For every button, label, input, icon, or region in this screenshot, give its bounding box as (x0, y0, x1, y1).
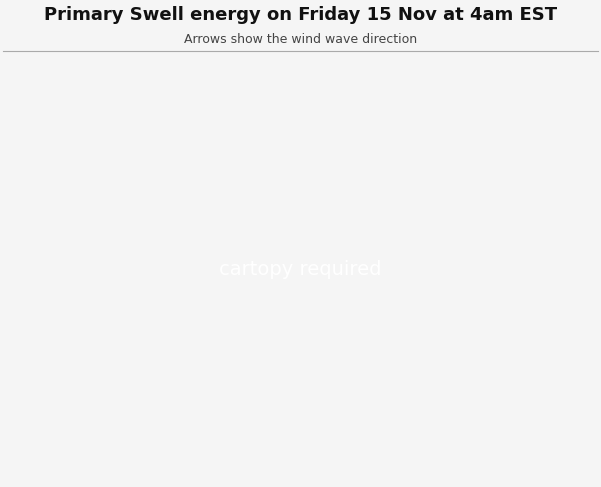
Text: Arrows show the wind wave direction: Arrows show the wind wave direction (184, 34, 417, 46)
Text: Primary Swell energy on Friday 15 Nov at 4am EST: Primary Swell energy on Friday 15 Nov at… (44, 6, 557, 24)
Text: cartopy required: cartopy required (219, 260, 382, 279)
